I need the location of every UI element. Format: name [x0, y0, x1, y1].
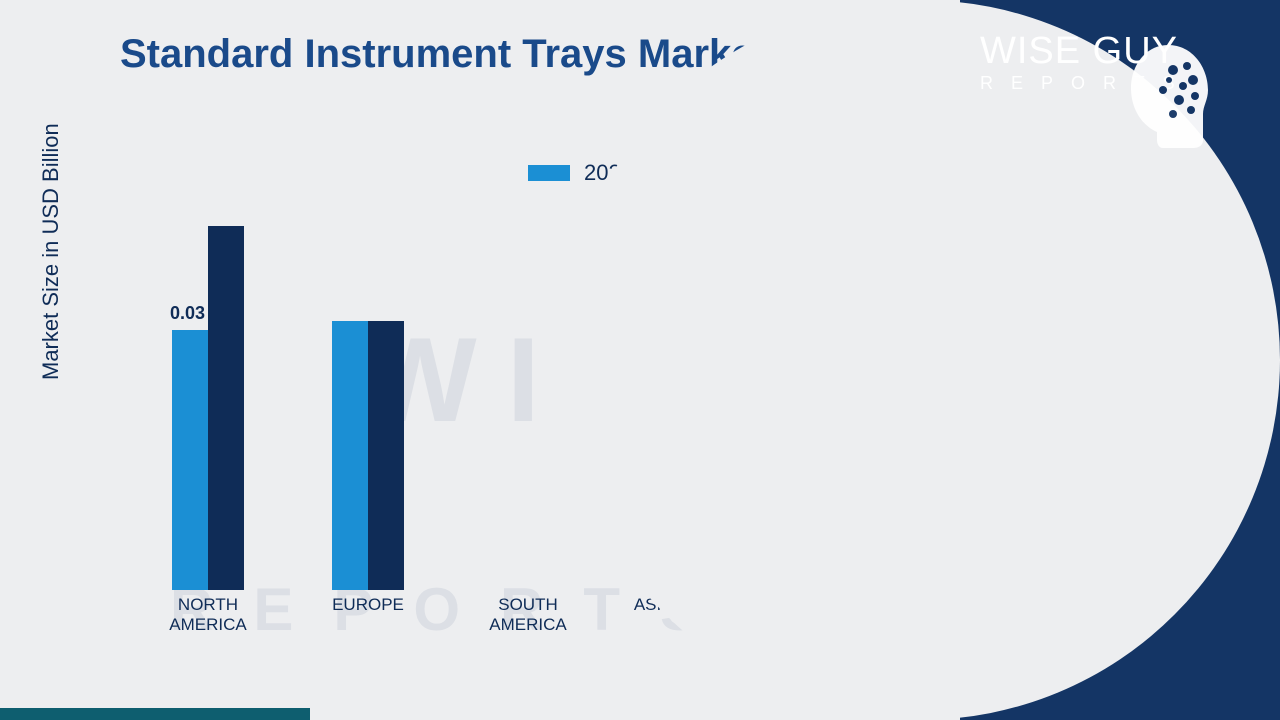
chart-title: Standard Instrument Trays Market	[120, 32, 767, 77]
bar	[368, 321, 404, 590]
y-axis-label: Market Size in USD Billion	[38, 123, 64, 380]
side-panel: WISE GUY REPORTS	[960, 0, 1280, 720]
bar	[332, 321, 368, 590]
legend-swatch-2024	[528, 165, 570, 181]
value-label: 0.03	[170, 303, 205, 324]
category-label: EUROPE	[308, 595, 428, 615]
brain-head-icon	[1123, 40, 1213, 150]
category-label: SOUTH AMERICA	[468, 595, 588, 634]
brand-logo: WISE GUY REPORTS	[980, 30, 1193, 94]
bar	[208, 226, 244, 590]
bar	[172, 330, 208, 590]
category-label: NORTH AMERICA	[148, 595, 268, 634]
bar-group	[308, 321, 428, 590]
bar-group	[148, 226, 268, 590]
canvas: WISE GUY REPORTS Standard Instrument Tra…	[0, 0, 1280, 720]
bottom-stripe	[0, 708, 310, 720]
